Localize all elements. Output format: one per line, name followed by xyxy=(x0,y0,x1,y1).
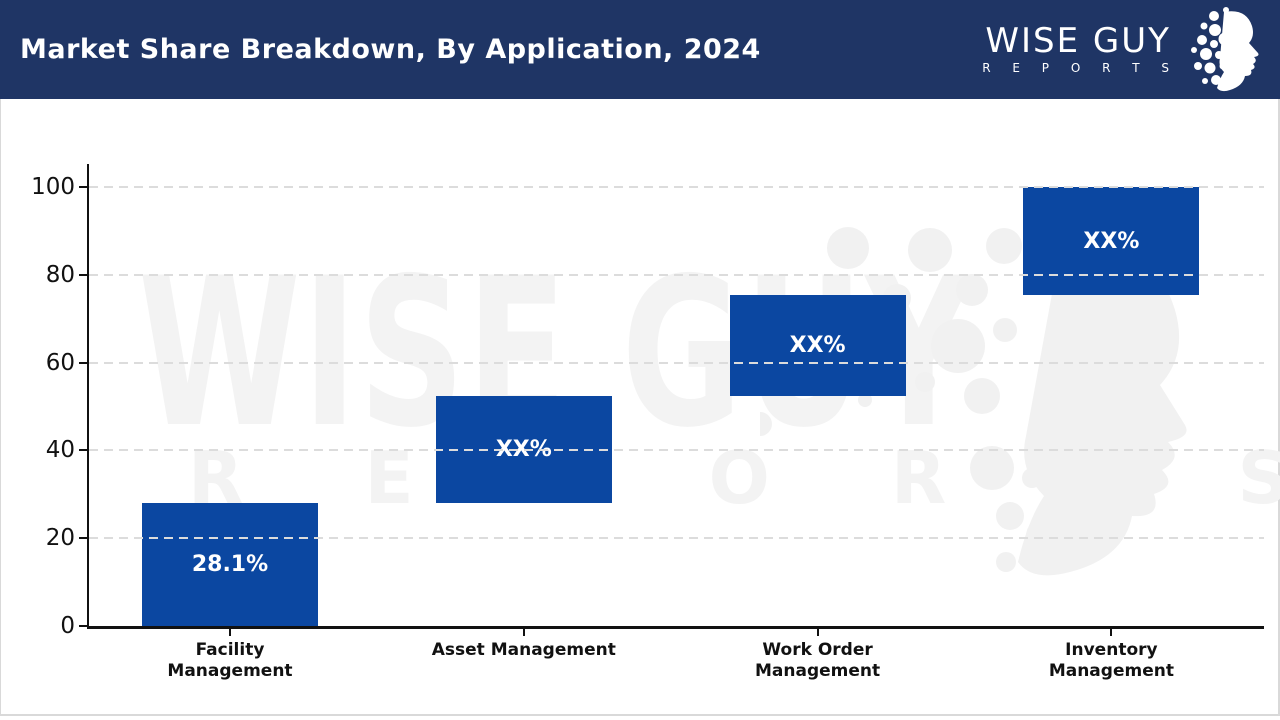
gridline xyxy=(89,537,1264,540)
page-title: Market Share Breakdown, By Application, … xyxy=(20,34,761,65)
y-tick-mark xyxy=(79,625,87,627)
bar-segment: XX% xyxy=(1023,187,1200,296)
bar-value-label: XX% xyxy=(495,436,552,462)
brand-wordmark: WISE GUY R E P O R T S xyxy=(978,24,1178,75)
x-tick-mark xyxy=(522,629,525,636)
y-tick-label: 60 xyxy=(45,349,75,376)
bar-segment: XX% xyxy=(729,295,906,396)
x-tick-mark xyxy=(816,629,819,636)
gridline xyxy=(89,361,1264,364)
y-tick-mark xyxy=(79,537,87,540)
gridline xyxy=(89,449,1264,452)
x-axis-line xyxy=(87,626,1264,629)
brand-subtitle: R E P O R T S xyxy=(982,61,1178,75)
category-label: Work Order Management xyxy=(755,640,881,681)
bar-segment: XX% xyxy=(435,395,612,503)
bar-value-label: XX% xyxy=(789,332,846,358)
gridline xyxy=(89,273,1264,276)
bar-segment: 28.1% xyxy=(142,502,318,626)
bar-value-label: XX% xyxy=(1083,228,1140,254)
y-tick-mark xyxy=(79,186,87,188)
brand-logo: WISE GUY R E P O R T S xyxy=(978,6,1262,94)
category-label: Asset Management xyxy=(431,640,616,660)
category-label: Inventory Management xyxy=(1048,640,1174,681)
gridline xyxy=(89,186,1264,188)
x-tick-mark xyxy=(1110,629,1113,636)
y-tick-mark xyxy=(79,273,87,276)
bar-value-label: 28.1% xyxy=(191,551,269,577)
category-label: Facility Management xyxy=(167,640,293,681)
y-tick-mark xyxy=(79,361,87,364)
watermark-head-icon xyxy=(760,227,1187,576)
brand-name: WISE GUY xyxy=(985,21,1171,61)
y-tick-mark xyxy=(79,449,87,452)
y-axis-line xyxy=(87,164,89,628)
y-tick-label: 0 xyxy=(60,613,75,639)
x-tick-mark xyxy=(229,629,231,636)
y-tick-label: 40 xyxy=(45,437,75,464)
y-tick-label: 20 xyxy=(45,525,75,552)
y-tick-label: 100 xyxy=(31,174,75,200)
brand-head-icon xyxy=(1191,6,1259,91)
y-tick-label: 80 xyxy=(45,261,75,288)
header: Market Share Breakdown, By Application, … xyxy=(0,0,1280,99)
